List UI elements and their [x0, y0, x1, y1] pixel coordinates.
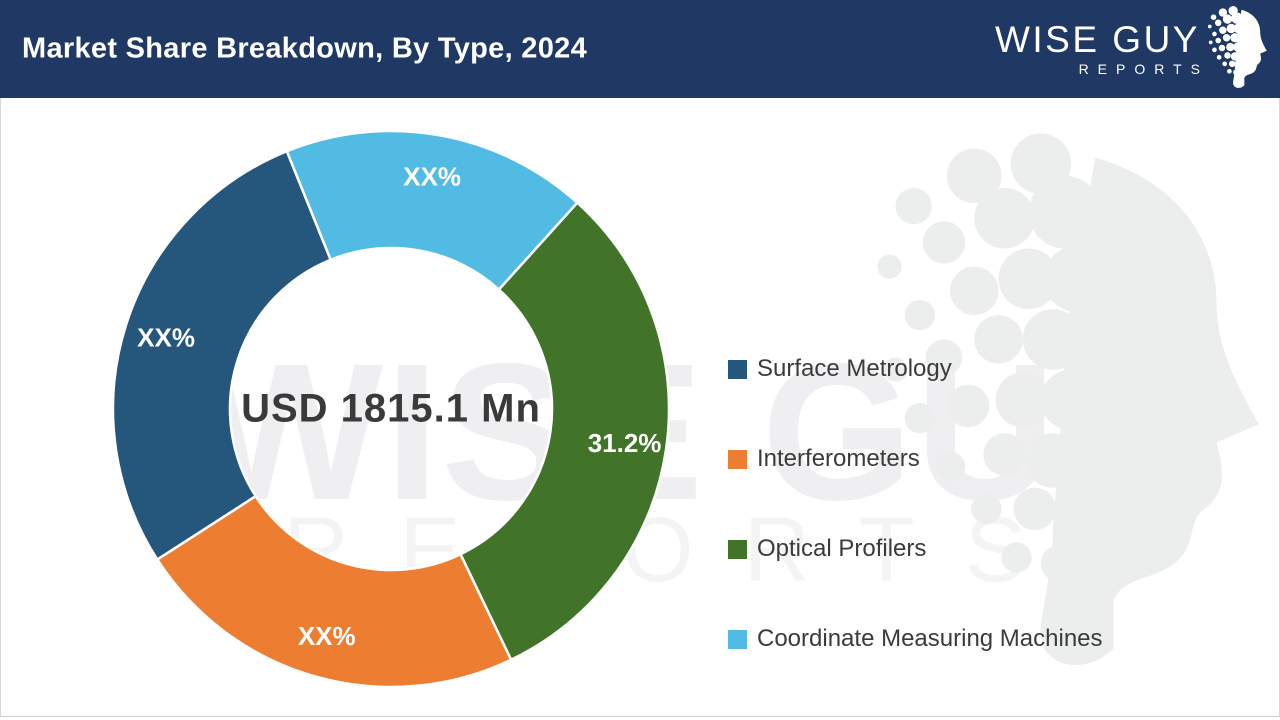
- legend-swatch: [728, 539, 747, 559]
- legend-swatch: [728, 629, 747, 649]
- chart-center-value: USD 1815.1 Mn: [241, 386, 541, 431]
- legend-swatch: [728, 359, 747, 379]
- legend-item-surface-metrology: Surface Metrology: [728, 355, 1103, 382]
- logo-wordmark: WISE GUY REPORTS: [994, 18, 1200, 77]
- slice-label-2: 31.2%: [588, 428, 662, 458]
- logo-subtitle: REPORTS: [1078, 60, 1209, 77]
- legend-label: Optical Profilers: [757, 535, 927, 562]
- brand-logo: WISE GUY REPORTS: [995, 6, 1268, 90]
- logo-name: WISE GUY: [994, 18, 1200, 60]
- legend-swatch: [728, 449, 747, 469]
- slice-label-1: XX%: [298, 621, 356, 651]
- page-title: Market Share Breakdown, By Type, 2024: [22, 32, 588, 65]
- legend-item-optical-profilers: Optical Profilers: [728, 535, 1103, 562]
- legend-item-interferometers: Interferometers: [728, 445, 1103, 472]
- slice-label-3: XX%: [403, 162, 461, 192]
- slice-label-0: XX%: [137, 323, 195, 353]
- donut-segment-1: [156, 494, 513, 689]
- donut-segment-0: [111, 149, 332, 561]
- logo-head-icon: [1207, 6, 1267, 88]
- legend-label: Interferometers: [757, 445, 920, 472]
- donut-chart: XX% XX% 31.2% XX%: [111, 129, 671, 689]
- donut-segment-3: [285, 129, 579, 291]
- chart-panel: WISE GUY REPORTS XX% XX% 31.2% XX% USD 1815…: [0, 98, 1280, 717]
- legend-label: Surface Metrology: [757, 355, 952, 382]
- legend-item-coordinate-measuring-machines: Coordinate Measuring Machines: [728, 625, 1103, 652]
- legend-label: Coordinate Measuring Machines: [757, 625, 1103, 652]
- header: Market Share Breakdown, By Type, 2024 WI…: [0, 0, 1280, 98]
- donut-segment-2: [459, 201, 671, 661]
- legend: Surface Metrology Interferometers Optica…: [728, 355, 1103, 652]
